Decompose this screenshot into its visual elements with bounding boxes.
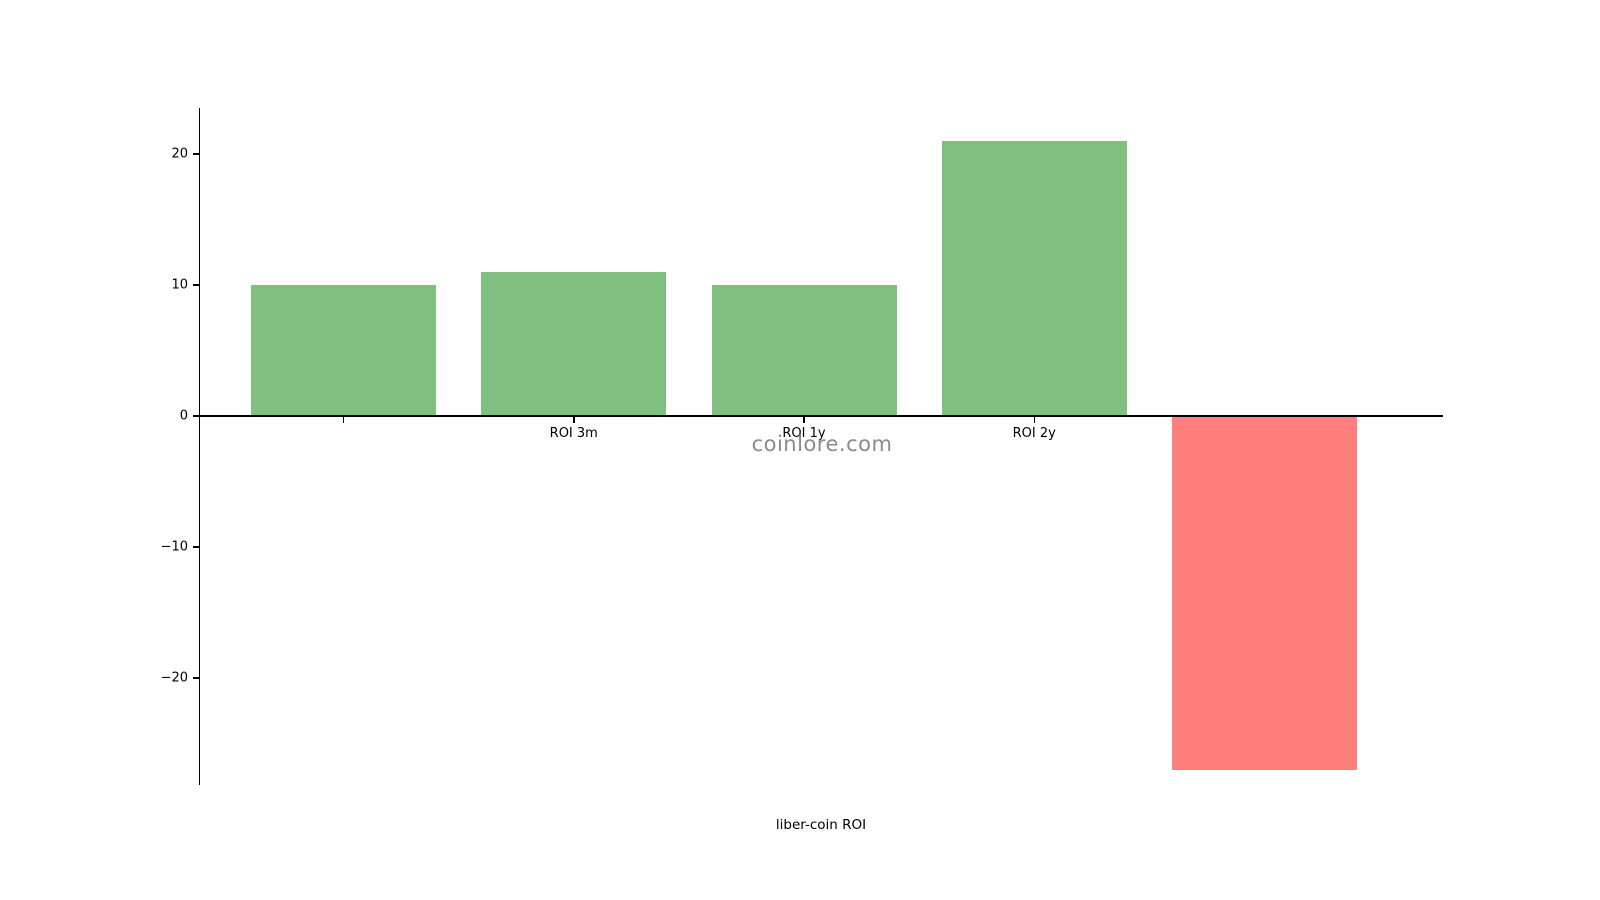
x-tick-label: ROI 3m xyxy=(549,426,598,441)
y-tick-label: 20 xyxy=(171,146,188,162)
x-tick xyxy=(342,416,345,423)
y-tick xyxy=(192,546,199,548)
x-tick xyxy=(803,416,805,423)
x-tick-label: ROI 2y xyxy=(1012,426,1056,441)
y-tick xyxy=(192,415,199,417)
watermark: coinlore.com xyxy=(751,432,893,456)
y-tick xyxy=(192,284,199,286)
bar-roi-1y xyxy=(711,285,897,416)
y-tick xyxy=(192,153,199,155)
y-tick-label: 10 xyxy=(171,277,188,293)
y-tick-label: −10 xyxy=(160,539,188,555)
x-tick xyxy=(1033,416,1035,423)
bar-roi-2y xyxy=(941,140,1127,416)
chart-title: liber-coin ROI xyxy=(775,817,867,833)
bar-bar-0 xyxy=(251,285,436,416)
x-tick xyxy=(573,416,575,423)
bar-bar-4 xyxy=(1172,416,1357,770)
y-tick-label: 0 xyxy=(179,408,188,424)
x-axis-line xyxy=(198,415,1443,417)
bar-roi-3m xyxy=(481,271,667,416)
y-tick xyxy=(192,677,199,679)
x-tick-label: ROI 1y xyxy=(782,426,826,441)
y-tick-label: −20 xyxy=(160,670,188,686)
y-axis-spine xyxy=(198,108,200,785)
